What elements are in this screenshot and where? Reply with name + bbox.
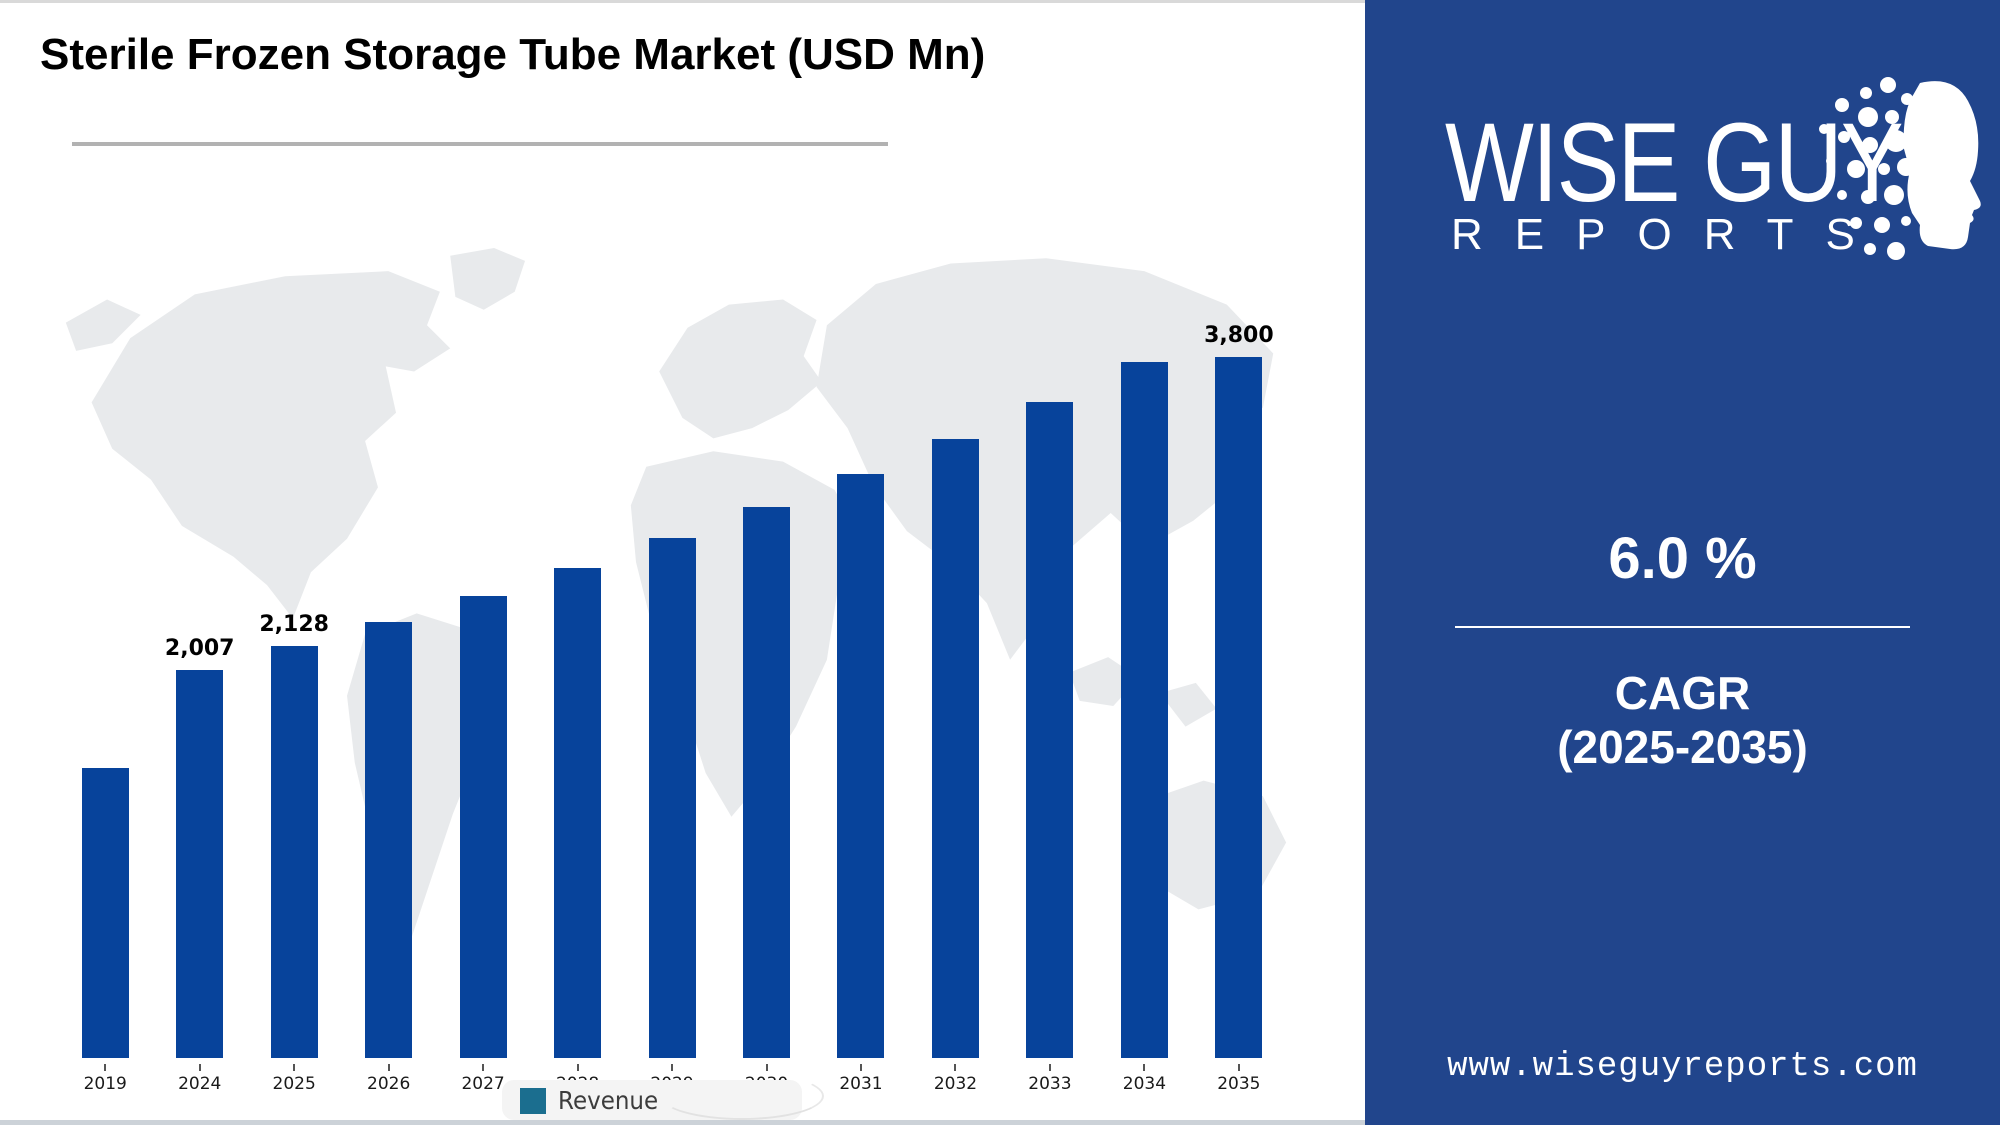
- bar-column-2026: 2026: [341, 323, 435, 1094]
- bar-column-2035: 3,800 2035: [1192, 323, 1286, 1094]
- x-axis-label-2031: 2031: [839, 1074, 883, 1094]
- chart-legend: Revenue: [520, 1086, 667, 1115]
- bar-column-2028: 2028: [530, 323, 624, 1094]
- x-axis-label-2024: 2024: [178, 1074, 222, 1094]
- x-axis-tick: [765, 1064, 768, 1071]
- revenue-bar-2028: [554, 568, 602, 1058]
- x-axis-label-2027: 2027: [461, 1074, 505, 1094]
- bar-column-2025: 2,128 2025: [247, 323, 341, 1094]
- bar-column-2033: 2033: [1003, 323, 1097, 1094]
- x-axis-tick: [104, 1064, 107, 1071]
- revenue-bar-2033: [1026, 402, 1074, 1058]
- cagr-divider: [1455, 626, 1910, 628]
- x-axis-tick: [198, 1064, 201, 1071]
- x-axis-label-2026: 2026: [367, 1074, 411, 1094]
- bar-column-2032: 2032: [908, 323, 1002, 1094]
- data-label-2025: 2,128: [259, 612, 329, 637]
- bar-column-2031: 2031: [814, 323, 908, 1094]
- revenue-bar-2031: [837, 474, 885, 1058]
- legend-label-revenue: Revenue: [558, 1086, 659, 1115]
- cagr-block: 6.0 % CAGR (2025-2035): [1365, 530, 2000, 775]
- revenue-bar-2032: [931, 439, 979, 1058]
- bar-column-2019: 2019: [58, 323, 152, 1094]
- website-url: www.wiseguyreports.com: [1447, 1048, 1918, 1086]
- top-border: [0, 0, 2000, 3]
- x-axis-label-2034: 2034: [1122, 1074, 1167, 1094]
- x-axis-tick: [859, 1064, 862, 1071]
- bar-column-2029: 2029: [625, 323, 719, 1094]
- revenue-bar-2030: [743, 507, 791, 1058]
- wise-guy-face-icon: [1819, 77, 1981, 260]
- x-axis-label-2035: 2035: [1217, 1074, 1261, 1094]
- revenue-bar-2027: [459, 596, 507, 1058]
- cagr-label: CAGR: [1614, 667, 1751, 719]
- legend-swatch-revenue: [520, 1087, 546, 1114]
- x-axis-tick: [576, 1064, 579, 1071]
- revenue-bar-2024: [176, 670, 224, 1058]
- bottom-border: [0, 1120, 1365, 1125]
- bar-column-2034: 2034: [1097, 323, 1191, 1094]
- logo-subtitle: REPORTS: [1451, 210, 1887, 259]
- revenue-bar-2034: [1120, 362, 1168, 1058]
- cagr-range: (2025-2035): [1557, 721, 1808, 774]
- revenue-bar-2019: [81, 768, 129, 1058]
- revenue-bar-2035: [1215, 357, 1263, 1058]
- wise-guy-logo: WISE GUY REPORTS: [1365, 55, 2000, 265]
- revenue-bar-2025: [270, 646, 318, 1058]
- revenue-bar-2026: [365, 622, 413, 1058]
- page-title: Sterile Frozen Storage Tube Market (USD …: [40, 30, 986, 79]
- x-axis-tick: [1237, 1064, 1240, 1071]
- x-axis-label-2033: 2033: [1028, 1074, 1072, 1094]
- data-label-2024: 2,007: [164, 636, 235, 661]
- x-axis-tick: [387, 1064, 390, 1071]
- title-underline: [72, 142, 888, 146]
- cagr-value: 6.0 %: [1608, 526, 1757, 591]
- x-axis-tick: [293, 1064, 296, 1071]
- x-axis-tick: [671, 1064, 674, 1071]
- bar-column-2024: 2,007 2024: [152, 323, 246, 1094]
- bar-column-2030: 2030: [719, 323, 813, 1094]
- brand-panel: WISE GUY REPORTS: [1365, 0, 2000, 1125]
- bar-column-2027: 2027: [436, 323, 530, 1094]
- revenue-bar-2029: [648, 538, 696, 1058]
- x-axis-label-2025: 2025: [272, 1074, 316, 1094]
- legend-swoosh-decoration: [660, 1072, 824, 1120]
- x-axis-tick: [1143, 1064, 1146, 1071]
- x-axis-tick: [1048, 1064, 1051, 1071]
- x-axis-tick: [482, 1064, 485, 1071]
- x-axis-tick: [954, 1064, 957, 1071]
- x-axis-label-2032: 2032: [933, 1074, 978, 1094]
- data-label-2035: 3,800: [1204, 323, 1274, 348]
- x-axis-label-2019: 2019: [83, 1074, 127, 1094]
- revenue-bar-chart: 20192,00720242,1282025202620272028202920…: [58, 323, 1286, 1094]
